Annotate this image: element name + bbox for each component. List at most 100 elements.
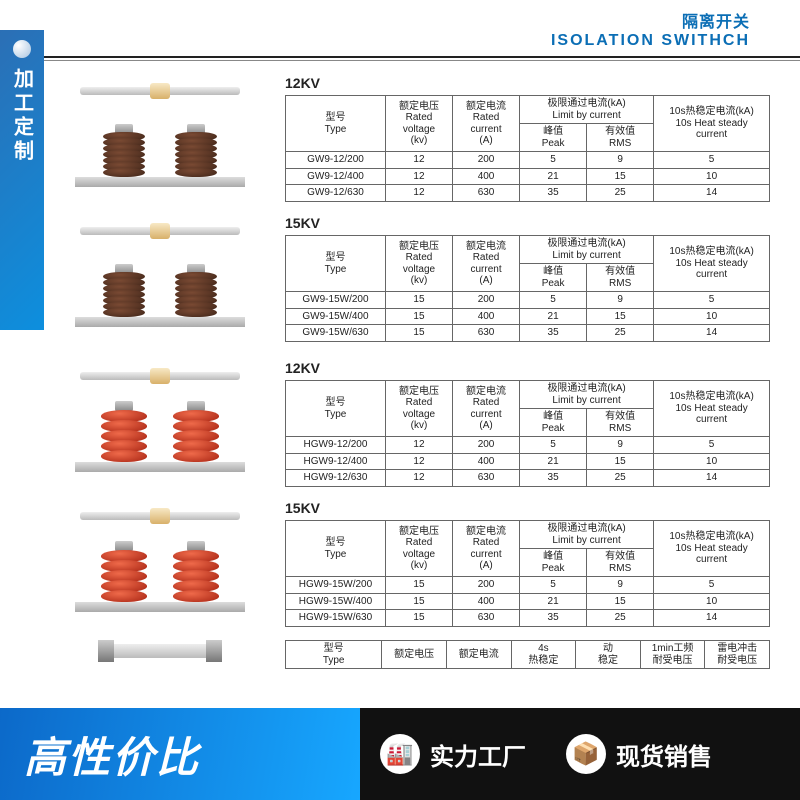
cell-peak: 21 <box>520 453 587 470</box>
spec-table-h12kv: 型号Type额定电压Rated voltage(kv)额定电流Rated cur… <box>285 380 770 487</box>
cell-kv: 15 <box>385 292 452 309</box>
cell-type: HGW9-15W/630 <box>286 610 386 627</box>
cell-rms: 25 <box>587 610 654 627</box>
cell-heat: 5 <box>654 437 770 454</box>
product-illustration-15kv <box>55 215 265 335</box>
cell-peak: 21 <box>520 593 587 610</box>
col-heat: 10s热稳定电流(kA)10s Heat steadycurrent <box>654 521 770 577</box>
cell-heat: 10 <box>654 453 770 470</box>
cell-a: 630 <box>453 325 520 342</box>
table-row: HGW9-12/40012400211510 <box>286 453 770 470</box>
col-rms: 有效值RMS <box>587 124 654 152</box>
col-heat: 10s热稳定电流(kA)10s Heat steadycurrent <box>654 236 770 292</box>
cell-kv: 12 <box>385 185 452 202</box>
cell-rms: 9 <box>587 152 654 169</box>
cell-a: 630 <box>453 470 520 487</box>
col-limit: 极限通过电流(kA)Limit by current <box>520 96 654 124</box>
cell-rms: 25 <box>587 470 654 487</box>
product-illustration-h12kv <box>55 360 265 480</box>
cell-peak: 21 <box>520 168 587 185</box>
cell-kv: 15 <box>385 325 452 342</box>
cell-heat: 10 <box>654 168 770 185</box>
cell-rms: 9 <box>587 577 654 594</box>
table-row: HGW9-15W/63015630352514 <box>286 610 770 627</box>
badge-stock: 📦 现货销售 <box>566 734 712 774</box>
header-en: ISOLATION SWITHCH <box>551 32 750 50</box>
cell-type: HGW9-12/200 <box>286 437 386 454</box>
col-rated-current: 额定电流 <box>446 641 511 669</box>
col-dyn: 动稳定 <box>576 641 641 669</box>
cell-a: 200 <box>453 577 520 594</box>
bottom-banner-blue: 高性价比 <box>0 708 360 800</box>
cell-a: 200 <box>453 152 520 169</box>
cell-peak: 21 <box>520 308 587 325</box>
table-row: HGW9-12/63012630352514 <box>286 470 770 487</box>
cell-a: 400 <box>453 168 520 185</box>
bottom-banner-black: 🏭 实力工厂 📦 现货销售 <box>300 708 800 800</box>
spec-table-gn: 型号Type 额定电压 额定电流 4s热稳定 动稳定 1min工频耐受电压 雷电… <box>285 640 770 669</box>
col-rated-current: 额定电流Rated current(A) <box>453 96 520 152</box>
col-type: 型号Type <box>286 381 386 437</box>
cell-kv: 15 <box>385 610 452 627</box>
product-illustration-h15kv <box>55 500 265 620</box>
col-rated-voltage: 额定电压Rated voltage(kv) <box>385 381 452 437</box>
cell-rms: 15 <box>587 593 654 610</box>
cell-rms: 9 <box>587 437 654 454</box>
table-row: GW9-12/20012200595 <box>286 152 770 169</box>
cell-rms: 15 <box>587 453 654 470</box>
spec-table-15kv: 型号Type额定电压Rated voltage(kv)额定电流Rated cur… <box>285 235 770 342</box>
col-rated-current: 额定电流Rated current(A) <box>453 236 520 292</box>
cell-heat: 10 <box>654 308 770 325</box>
cell-heat: 14 <box>654 470 770 487</box>
cell-peak: 5 <box>520 437 587 454</box>
cell-heat: 10 <box>654 593 770 610</box>
cell-type: HGW9-12/630 <box>286 470 386 487</box>
product-illustration-12kv <box>55 75 265 195</box>
section-h12kv: 12KV 型号Type额定电压Rated voltage(kv)额定电流Rated… <box>55 360 770 490</box>
table-row: HGW9-15W/40015400211510 <box>286 593 770 610</box>
voltage-label: 12KV <box>285 360 770 376</box>
factory-icon: 🏭 <box>380 734 420 774</box>
col-rated-current: 额定电流Rated current(A) <box>453 381 520 437</box>
cell-rms: 25 <box>587 185 654 202</box>
cell-peak: 35 <box>520 185 587 202</box>
table-row: GW9-15W/63015630352514 <box>286 325 770 342</box>
col-4s: 4s热稳定 <box>511 641 576 669</box>
cell-peak: 5 <box>520 152 587 169</box>
cell-a: 630 <box>453 185 520 202</box>
cell-kv: 15 <box>385 577 452 594</box>
header-cn: 隔离开关 <box>551 8 750 32</box>
col-limit: 极限通过电流(kA)Limit by current <box>520 236 654 264</box>
col-rms: 有效值RMS <box>587 409 654 437</box>
section-12kv: 12KV型号Type额定电压Rated voltage(kv)额定电流Rated… <box>55 75 770 205</box>
table-row: GW9-12/63012630352514 <box>286 185 770 202</box>
cell-kv: 12 <box>385 152 452 169</box>
col-rated-voltage: 额定电压Rated voltage(kv) <box>385 236 452 292</box>
cell-heat: 14 <box>654 610 770 627</box>
col-rated-voltage: 额定电压Rated voltage(kv) <box>385 521 452 577</box>
col-rms: 有效值RMS <box>587 264 654 292</box>
cell-a: 400 <box>453 593 520 610</box>
table-row: GW9-12/40012400211510 <box>286 168 770 185</box>
cell-rms: 15 <box>587 168 654 185</box>
col-type: 型号Type <box>286 521 386 577</box>
badge-stock-label: 现货销售 <box>616 737 712 772</box>
col-rated-voltage: 额定电压Rated voltage(kv) <box>385 96 452 152</box>
side-banner: 加工定制 <box>0 30 44 330</box>
pin-icon <box>13 40 31 58</box>
col-1min: 1min工频耐受电压 <box>640 641 705 669</box>
cell-a: 400 <box>453 453 520 470</box>
cell-a: 400 <box>453 308 520 325</box>
cell-kv: 12 <box>385 453 452 470</box>
spec-table-12kv: 型号Type额定电压Rated voltage(kv)额定电流Rated cur… <box>285 95 770 202</box>
box-icon: 📦 <box>566 734 606 774</box>
col-peak: 峰值Peak <box>520 549 587 577</box>
header-divider <box>0 56 800 61</box>
cell-kv: 12 <box>385 168 452 185</box>
col-heat: 10s热稳定电流(kA)10s Heat steadycurrent <box>654 381 770 437</box>
cell-type: GW9-15W/400 <box>286 308 386 325</box>
cell-heat: 5 <box>654 292 770 309</box>
cell-type: HGW9-15W/400 <box>286 593 386 610</box>
cell-type: GW9-15W/630 <box>286 325 386 342</box>
cell-kv: 12 <box>385 470 452 487</box>
